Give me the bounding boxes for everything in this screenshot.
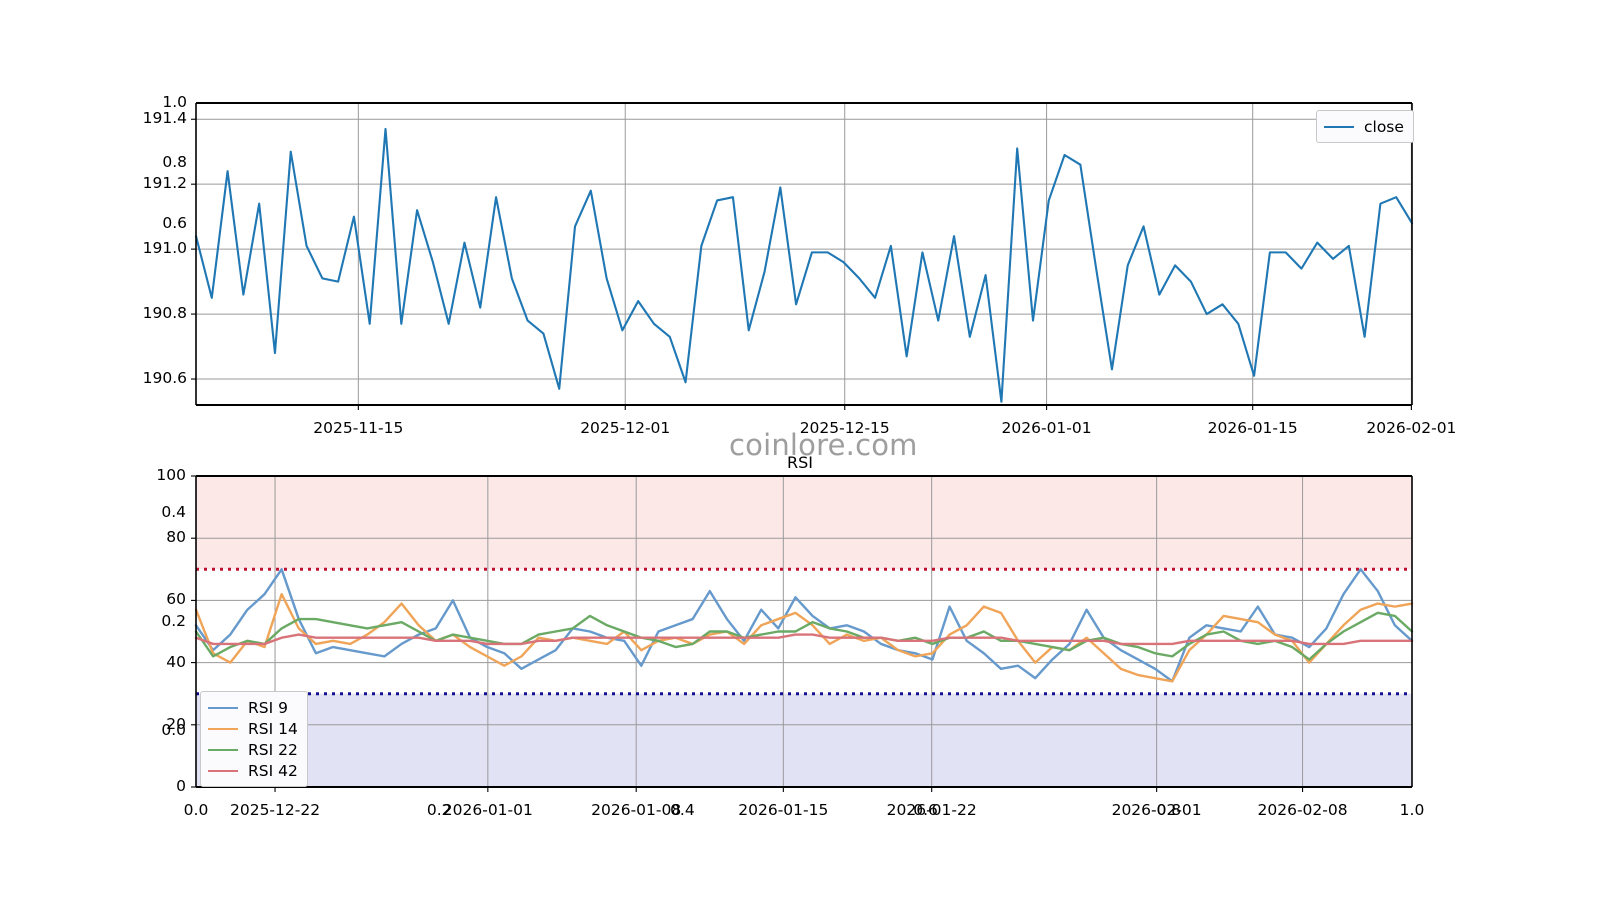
rsi-legend-item[interactable]: RSI 42 <box>208 760 298 781</box>
rsi-y-tick-0: 100 <box>156 466 186 484</box>
rsi-y-tick-5: 0 <box>176 777 186 795</box>
price-x-tick-2: 2025-12-15 <box>799 419 890 437</box>
rsi-panel-title: RSI <box>787 453 813 472</box>
rsi-y-tick-secondary-1: 0.2 <box>161 612 186 631</box>
rsi-series-1 <box>194 592 1414 683</box>
rsi-y-tick-2: 60 <box>166 590 186 609</box>
rsi-x-tick-2: 2026-01-08 <box>591 801 682 819</box>
price-y-tick-secondary-0: 1.0 <box>162 93 187 111</box>
rsi-x-tick-3: 2026-01-15 <box>738 801 829 819</box>
price-legend-item[interactable]: close <box>1324 116 1404 137</box>
price-legend-color-swatch <box>1324 125 1354 128</box>
rsi-y-tick-secondary-0: 0.4 <box>161 503 186 522</box>
rsi-legend-color-swatch <box>208 706 238 709</box>
rsi-x-tick-secondary-5: 1.0 <box>1399 801 1425 819</box>
rsi-series-0 <box>194 568 1414 683</box>
rsi-legend-label: RSI 22 <box>248 740 298 759</box>
price-x-tick-4: 2026-01-15 <box>1207 419 1298 437</box>
rsi-y-tick-secondary-2: 0.0 <box>161 721 186 740</box>
price-y-tick-0: 191.4 <box>142 109 187 128</box>
price-y-tick-3: 190.8 <box>142 304 187 323</box>
price-y-tick-secondary-2: 0.6 <box>162 213 187 232</box>
rsi-legend-item[interactable]: RSI 14 <box>208 718 298 739</box>
rsi-legend-item[interactable]: RSI 22 <box>208 739 298 760</box>
price-y-tick-4: 190.6 <box>142 369 187 388</box>
rsi-x-tick-secondary-2: 0.4 <box>670 801 695 819</box>
rsi-legend-color-swatch <box>208 769 238 772</box>
rsi-x-tick-0: 2025-12-22 <box>229 801 321 819</box>
price-x-tick-3: 2026-01-01 <box>1001 419 1092 437</box>
rsi-series-3 <box>194 633 1414 646</box>
price-y-tick-2: 191.0 <box>142 239 187 258</box>
rsi-y-tick-3: 40 <box>166 652 186 671</box>
price-x-tick-5: 2026-02-01 <box>1366 419 1457 437</box>
rsi-x-tick-secondary-1: 0.2 <box>426 801 452 819</box>
rsi-legend-color-swatch <box>208 748 238 751</box>
price-x-tick-1: 2025-12-01 <box>580 419 671 437</box>
rsi-x-tick-6: 2026-02-08 <box>1257 801 1348 819</box>
price-x-tick-0: 2025-11-15 <box>313 419 404 437</box>
rsi-y-tick-1: 80 <box>166 528 186 547</box>
price-y-tick-secondary-1: 0.8 <box>162 153 187 172</box>
rsi-legend: RSI 9 RSI 14 RSI 22 RSI 42 <box>200 691 308 787</box>
rsi-legend-color-swatch <box>208 727 238 730</box>
rsi-x-tick-secondary-0: 0.0 <box>183 801 209 819</box>
rsi-x-tick-secondary-4: 0.8 <box>1156 801 1182 819</box>
price-y-tick-1: 191.2 <box>142 174 187 193</box>
rsi-legend-label: RSI 14 <box>248 719 298 738</box>
rsi-x-tick-1: 2026-01-01 <box>442 801 533 819</box>
rsi-legend-label: RSI 42 <box>248 761 298 780</box>
rsi-series-2 <box>194 611 1414 661</box>
price-legend-label: close <box>1364 117 1404 136</box>
price-legend: close <box>1316 110 1414 143</box>
coinlore-watermark: coinlore.com <box>729 428 918 462</box>
rsi-legend-label: RSI 9 <box>248 698 288 717</box>
rsi-y-tick-4: 20 <box>166 714 186 733</box>
rsi-x-tick-secondary-3: 0.6 <box>913 801 938 819</box>
rsi-legend-item[interactable]: RSI 9 <box>208 697 298 718</box>
rsi-x-tick-5: 2026-02-01 <box>1111 801 1202 819</box>
rsi-x-tick-4: 2026-01-22 <box>886 801 977 819</box>
